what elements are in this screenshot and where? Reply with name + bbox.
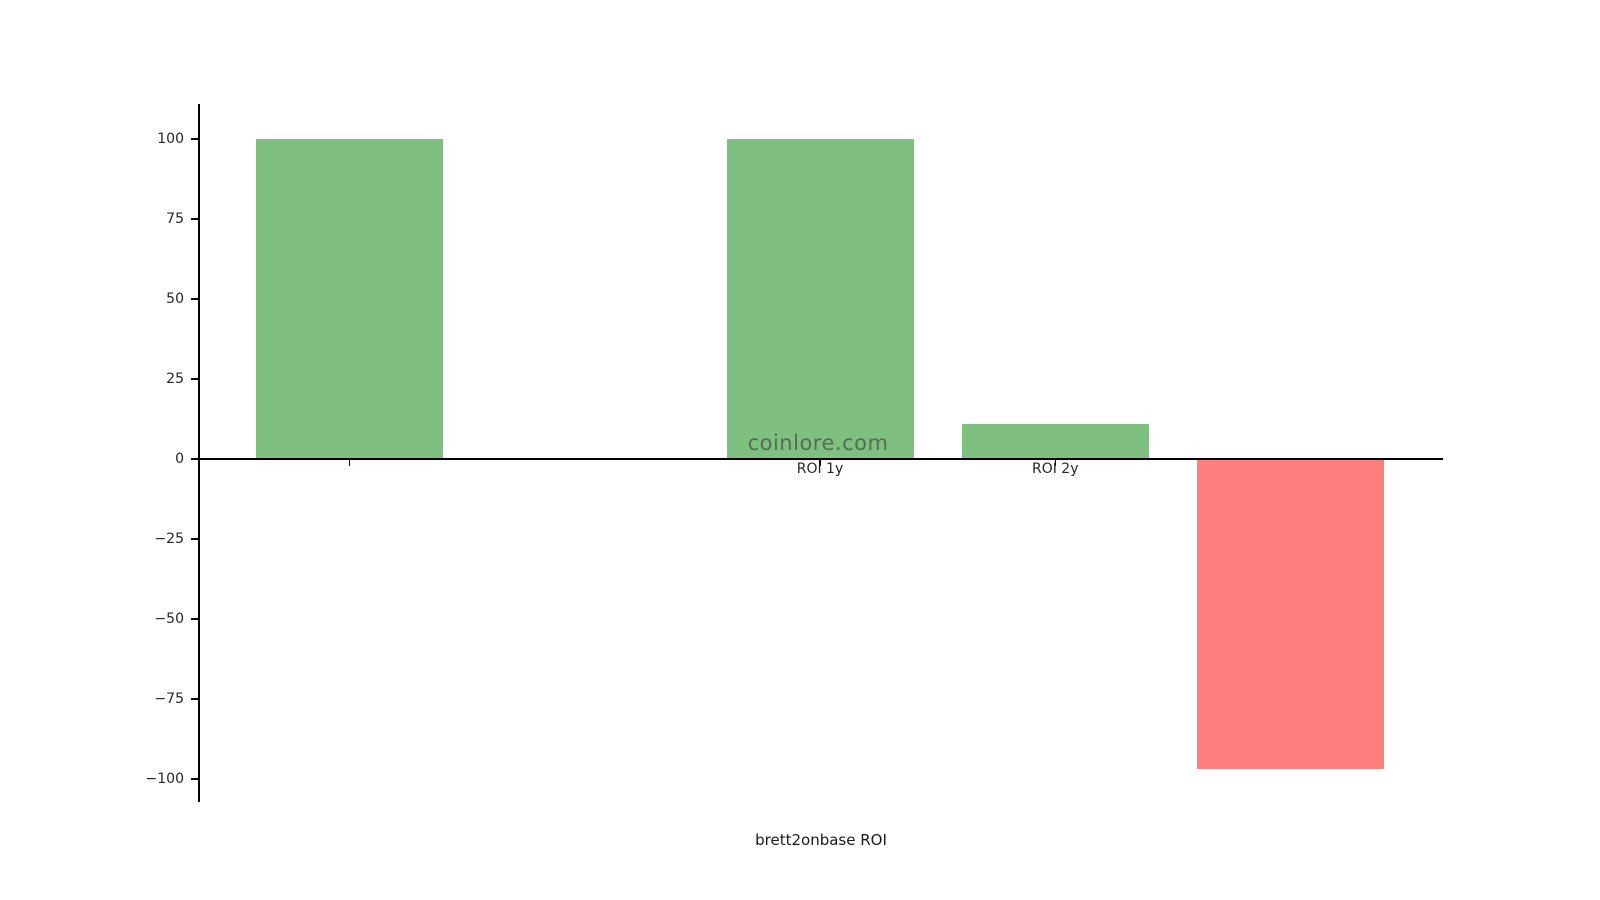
y-tick-label: −25 xyxy=(154,531,184,547)
y-tick-label: 100 xyxy=(157,131,184,147)
x-tick-mark xyxy=(819,459,821,466)
bar-positive xyxy=(961,423,1149,459)
y-tick-label: −75 xyxy=(154,691,184,707)
y-tick-mark xyxy=(191,218,198,220)
x-tick-mark xyxy=(1054,459,1056,466)
x-tick-label: ROI 2y xyxy=(1031,460,1079,477)
bar-negative xyxy=(1197,458,1384,769)
y-tick-mark xyxy=(191,778,198,780)
bar-positive xyxy=(726,139,914,459)
y-tick-label: 0 xyxy=(175,451,184,467)
y-tick-label: −100 xyxy=(145,771,184,787)
y-tick-label: −50 xyxy=(154,611,184,627)
y-tick-label: 75 xyxy=(166,211,184,227)
x-tick-mark xyxy=(348,459,351,466)
x-tick-label: ROI 1y xyxy=(796,460,844,477)
y-tick-mark xyxy=(191,698,198,700)
y-tick-mark xyxy=(191,298,198,300)
y-tick-label: 50 xyxy=(166,291,184,307)
y-tick-mark xyxy=(191,458,198,460)
y-axis-spine xyxy=(198,104,200,802)
chart-xlabel: brett2onbase ROI xyxy=(755,831,887,849)
y-tick-mark xyxy=(191,138,198,140)
y-tick-label: 25 xyxy=(166,371,184,387)
watermark-text: coinlore.com xyxy=(747,431,889,455)
bar-positive xyxy=(256,139,443,459)
y-tick-mark xyxy=(191,538,198,540)
y-tick-mark xyxy=(191,618,198,620)
y-tick-mark xyxy=(191,378,198,380)
x-axis-line xyxy=(198,458,1443,460)
